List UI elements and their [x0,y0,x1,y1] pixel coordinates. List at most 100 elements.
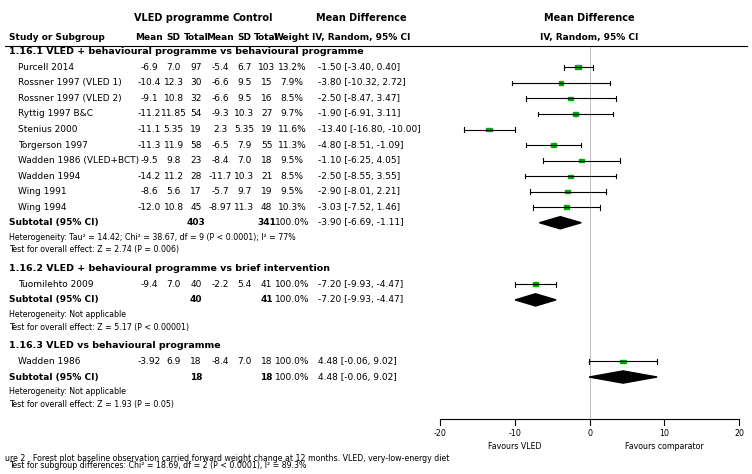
Text: 10.3: 10.3 [234,172,254,181]
Text: 19: 19 [261,187,272,196]
Text: 341: 341 [257,218,276,227]
Text: 18: 18 [261,357,272,366]
Text: -7.20 [-9.93, -4.47]: -7.20 [-9.93, -4.47] [317,280,403,289]
Text: 0: 0 [587,429,592,438]
Bar [487,128,492,131]
Text: 19: 19 [261,125,272,134]
Text: 41: 41 [260,295,273,304]
Polygon shape [539,217,581,229]
Text: 7.9%: 7.9% [280,78,304,87]
Text: 7.0: 7.0 [237,357,251,366]
Bar [569,174,573,178]
Text: SD: SD [237,33,251,42]
Text: Heterogeneity: Not applicable: Heterogeneity: Not applicable [9,310,126,319]
Text: -2.2: -2.2 [211,280,229,289]
Text: IV, Random, 95% CI: IV, Random, 95% CI [312,33,410,42]
Text: 100.0%: 100.0% [274,280,309,289]
Text: Mean Difference: Mean Difference [316,13,406,23]
Text: 5.35: 5.35 [164,125,183,134]
Text: Wadden 1986: Wadden 1986 [18,357,80,366]
Bar [559,82,563,84]
Text: Rossner 1997 (VLED 2): Rossner 1997 (VLED 2) [18,94,122,103]
Text: Heterogeneity: Not applicable: Heterogeneity: Not applicable [9,387,126,396]
Text: -1.50 [-3.40, 0.40]: -1.50 [-3.40, 0.40] [317,63,399,72]
Text: -3.80 [-10.32, 2.72]: -3.80 [-10.32, 2.72] [317,78,405,87]
Text: Wing 1991: Wing 1991 [18,187,66,196]
Text: 19: 19 [190,125,202,134]
Text: 7.0: 7.0 [166,280,181,289]
Text: Test for overall effect: Z = 1.93 (P = 0.05): Test for overall effect: Z = 1.93 (P = 0… [9,400,174,409]
Text: 9.8: 9.8 [166,156,181,165]
Bar [579,159,584,162]
Text: 6.9: 6.9 [166,357,181,366]
Text: 1.16.3 VLED vs behavioural programme: 1.16.3 VLED vs behavioural programme [9,341,220,350]
Bar [564,205,569,209]
Text: SD: SD [167,33,180,42]
Text: Total: Total [254,33,279,42]
Text: 20: 20 [735,429,744,438]
Text: 10.3: 10.3 [234,109,254,118]
Text: 18: 18 [190,373,202,382]
Text: Study or Subgroup: Study or Subgroup [9,33,105,42]
Text: Heterogeneity: Tau² = 14.42; Chi² = 38.67, df = 9 (P < 0.0001); I² = 77%: Heterogeneity: Tau² = 14.42; Chi² = 38.6… [9,233,296,242]
Text: Mean Difference: Mean Difference [544,13,635,23]
Text: 7.9: 7.9 [237,141,251,150]
Text: 8.5%: 8.5% [280,172,304,181]
Text: -2.90 [-8.01, 2.21]: -2.90 [-8.01, 2.21] [317,187,399,196]
Text: IV, Random, 95% CI: IV, Random, 95% CI [541,33,638,42]
Text: Subtotal (95% CI): Subtotal (95% CI) [9,373,99,382]
Text: 1.16.1 VLED + behavioural programme vs behavioural programme: 1.16.1 VLED + behavioural programme vs b… [9,47,363,56]
Text: -6.6: -6.6 [211,78,229,87]
Text: 41: 41 [261,280,272,289]
Text: 8.5%: 8.5% [280,94,304,103]
Text: 54: 54 [190,109,202,118]
Text: Test for overall effect: Z = 2.74 (P = 0.006): Test for overall effect: Z = 2.74 (P = 0… [9,246,179,255]
Text: VLED programme: VLED programme [135,13,229,23]
Text: 10.8: 10.8 [164,203,183,212]
Bar [575,65,581,69]
Text: 11.85: 11.85 [161,109,186,118]
Text: 9.7: 9.7 [237,187,251,196]
Text: -11.1: -11.1 [138,125,161,134]
Text: 18: 18 [261,156,272,165]
Text: 21: 21 [261,172,272,181]
Text: Test for overall effect: Z = 5.17 (P < 0.00001): Test for overall effect: Z = 5.17 (P < 0… [9,322,189,331]
Text: 45: 45 [190,203,202,212]
Bar [620,360,626,364]
Text: -7.20 [-9.93, -4.47]: -7.20 [-9.93, -4.47] [317,295,403,304]
Text: -11.2: -11.2 [138,109,161,118]
Text: 27: 27 [261,109,272,118]
Bar [532,283,538,286]
Text: -11.7: -11.7 [208,172,232,181]
Text: -6.9: -6.9 [140,63,158,72]
Text: -11.3: -11.3 [138,141,161,150]
Text: -13.40 [-16.80, -10.00]: -13.40 [-16.80, -10.00] [317,125,420,134]
Text: -5.7: -5.7 [211,187,229,196]
Polygon shape [515,294,556,306]
Text: -20: -20 [433,429,446,438]
Text: 5.35: 5.35 [234,125,254,134]
Text: -6.5: -6.5 [211,141,229,150]
Text: 9.5: 9.5 [237,94,251,103]
Text: 11.6%: 11.6% [277,125,307,134]
Text: 403: 403 [186,218,205,227]
Text: -1.90 [-6.91, 3.11]: -1.90 [-6.91, 3.11] [317,109,400,118]
Text: Subtotal (95% CI): Subtotal (95% CI) [9,218,99,227]
Text: 103: 103 [258,63,275,72]
Text: 9.5: 9.5 [237,78,251,87]
Bar [566,190,570,193]
Text: 18: 18 [260,373,273,382]
Text: 10: 10 [660,429,669,438]
Text: Wadden 1994: Wadden 1994 [18,172,80,181]
Text: 15: 15 [261,78,272,87]
Polygon shape [589,371,657,383]
Text: -3.92: -3.92 [138,357,161,366]
Text: -10.4: -10.4 [138,78,161,87]
Text: 30: 30 [190,78,202,87]
Text: 5.4: 5.4 [237,280,251,289]
Text: Torgerson 1997: Torgerson 1997 [18,141,88,150]
Text: 40: 40 [190,280,202,289]
Text: 100.0%: 100.0% [274,373,309,382]
Text: Mean: Mean [206,33,234,42]
Text: Favours VLED: Favours VLED [488,442,541,451]
